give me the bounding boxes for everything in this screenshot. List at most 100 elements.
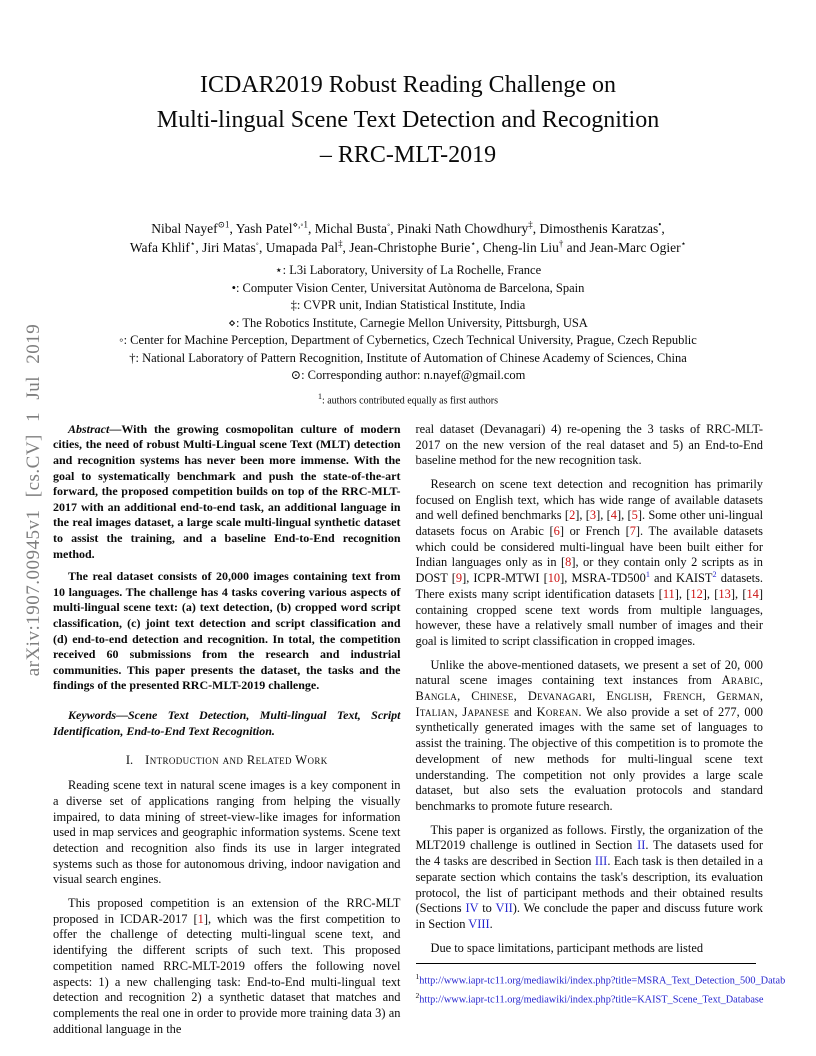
arxiv-watermark: arXiv:1907.00945v1 [cs.CV] 1 Jul 2019 [23, 323, 44, 677]
affiliations-block: ⋆: L3i Laboratory, University of La Roch… [0, 262, 816, 385]
author-affiliation-marker: ⊙1 [217, 219, 230, 230]
two-column-body: Abstract—With the growing cosmopolitan c… [0, 421, 816, 1036]
citation-link[interactable]: 3 [589, 508, 597, 523]
text-segment: , [592, 689, 607, 704]
footnote-item: 2http://www.iapr-tc11.org/mediawiki/inde… [416, 988, 771, 1007]
author-affiliation-marker: ◦ [387, 219, 391, 230]
language-name: Korean [536, 704, 579, 719]
text-segment: ] containing cropped scene text words fr… [415, 586, 764, 648]
author-affiliation-marker: ⋆ [470, 238, 476, 249]
text-segment: ], [ [674, 586, 691, 601]
text-segment: This paper is organized as follows. Firs… [415, 822, 764, 853]
footnote-rule [415, 962, 756, 964]
language-name: Arabic [721, 673, 760, 688]
section-ref-link[interactable]: IV [465, 901, 479, 916]
text-segment: ). We conclude the paper and discuss fut… [415, 901, 763, 931]
abstract-paragraph-1: Abstract—With the growing cosmopolitan c… [53, 422, 401, 562]
affiliation-line-circle: ◦: Center for Machine Perception, Depart… [119, 333, 697, 347]
citation-link[interactable]: 11 [662, 586, 675, 601]
corresponding-author-line: ⊙: Corresponding author: n.nayef@gmail.c… [290, 368, 526, 382]
section-ref-link[interactable]: III [594, 854, 608, 869]
text-segment: to [478, 901, 496, 916]
language-name: Bangla [415, 689, 458, 704]
text-segment: ], [ [596, 508, 611, 523]
footnote-marker: 1 [415, 971, 420, 981]
author-affiliation-marker: † [558, 238, 564, 249]
language-name: Japanese [462, 704, 510, 719]
author-affiliation-marker: ‡ [528, 219, 533, 230]
text-segment: , [454, 704, 463, 719]
body-paragraph: Due to space limitations, participant me… [430, 940, 704, 955]
text-segment: ] or French [ [559, 524, 630, 539]
text-segment: Wafa Khlif [129, 240, 190, 255]
right-column: real dataset (Devanagari) 4) re-opening … [415, 421, 785, 1012]
section-ref-link[interactable]: 2 [712, 570, 717, 580]
footnote-item: 1http://www.iapr-tc11.org/mediawiki/inde… [415, 969, 786, 988]
section-heading-introduction: I. Introduction and Related Work [125, 753, 328, 768]
text-segment: This proposed competition is an extensio… [53, 896, 401, 926]
text-segment: and KAIST [649, 571, 713, 586]
author-affiliation-marker: ⋆ [680, 238, 687, 249]
citation-link[interactable]: 2 [569, 508, 576, 523]
author-affiliation-marker: ⋄,◦1 [292, 219, 308, 230]
citation-link[interactable]: 5 [631, 508, 638, 523]
paper-header: ICDAR2019 Robust Reading Challenge on Mu… [0, 0, 816, 406]
affiliation-line-diamond: ⋄: The Robotics Institute, Carnegie Mell… [228, 315, 588, 330]
citation-link[interactable]: 7 [629, 524, 636, 539]
footnote-block: 1http://www.iapr-tc11.org/mediawiki/inde… [415, 962, 786, 1008]
text-segment: ], [ [575, 508, 590, 523]
author-affiliation-marker: • [658, 219, 662, 230]
citation-link[interactable]: 9 [455, 571, 463, 586]
text-segment: ], [ [702, 586, 719, 601]
paper-title-line: ICDAR2019 Robust Reading Challenge on [200, 72, 616, 98]
citation-link[interactable]: 4 [610, 508, 617, 523]
text-segment: , [702, 689, 717, 704]
text-segment: ], which was the first competition to of… [53, 911, 401, 1036]
text-segment: , [661, 221, 665, 236]
text-segment: , Jiri Matas [195, 240, 256, 255]
section-ref-link[interactable]: II [637, 838, 646, 853]
author-affiliation-marker: ◦ [255, 238, 259, 249]
affiliation-line-ddagger: ‡: CVPR unit, Indian Statistical Institu… [290, 298, 526, 312]
equal-contribution-note: 1: authors contributed equally as first … [317, 391, 499, 406]
body-paragraph: This paper is organized as follows. Firs… [416, 823, 764, 933]
language-name: German [716, 689, 760, 704]
citation-link[interactable]: 1 [197, 911, 204, 926]
text-segment: . [489, 916, 493, 931]
text-segment: ], ICPR-MTWI [ [462, 571, 548, 586]
citation-link[interactable]: 14 [746, 586, 759, 601]
affiliation-line-bullet: •: Computer Vision Center, Universitat A… [231, 280, 585, 295]
text-segment: , Yash Patel [229, 221, 293, 236]
footnote-link[interactable]: http://www.iapr-tc11.org/mediawiki/index… [419, 994, 764, 1006]
citation-link[interactable]: 10 [547, 571, 561, 586]
language-name: Italian [415, 704, 455, 719]
citation-link[interactable]: 8 [565, 555, 572, 570]
text-segment: Unlike the above-mentioned datasets, we … [415, 657, 764, 688]
text-segment: and [509, 704, 537, 719]
language-name: English [606, 689, 650, 704]
text-segment: —With the growing cosmopolitan culture o… [53, 421, 401, 561]
section-ref-link[interactable]: VII [495, 901, 513, 916]
footnote-marker: 1 [317, 391, 322, 401]
text-segment: Abstract [68, 421, 110, 436]
footnote-link[interactable]: http://www.iapr-tc11.org/mediawiki/index… [419, 975, 786, 987]
affiliation-line-star: ⋆: L3i Laboratory, University of La Roch… [274, 263, 542, 277]
text-segment: , Dimosthenis Karatzas [532, 221, 659, 236]
body-paragraph: This proposed competition is an extensio… [53, 896, 401, 1037]
text-segment: Research on scene text detection and rec… [415, 476, 764, 523]
body-paragraph: Research on scene text detection and rec… [416, 477, 764, 650]
citation-link[interactable]: 6 [553, 524, 560, 539]
text-segment: . We also provide a set of 277, 000 synt… [415, 704, 764, 813]
language-name: French [663, 689, 703, 704]
text-segment: Nibal Nayef [151, 221, 218, 236]
body-paragraph: real dataset (Devanagari) 4) re-opening … [415, 421, 764, 468]
section-ref-link[interactable]: 1 [645, 570, 650, 580]
citation-link[interactable]: 12 [690, 586, 703, 601]
citation-link[interactable]: 13 [718, 586, 731, 601]
text-segment: ], or they contain only 2 scripts as in … [415, 555, 763, 586]
text-segment: , [457, 689, 472, 704]
section-ref-link[interactable]: VIII [468, 916, 490, 931]
text-segment: , Pinaki Nath Chowdhury [390, 221, 529, 236]
text-segment: , [513, 689, 528, 704]
